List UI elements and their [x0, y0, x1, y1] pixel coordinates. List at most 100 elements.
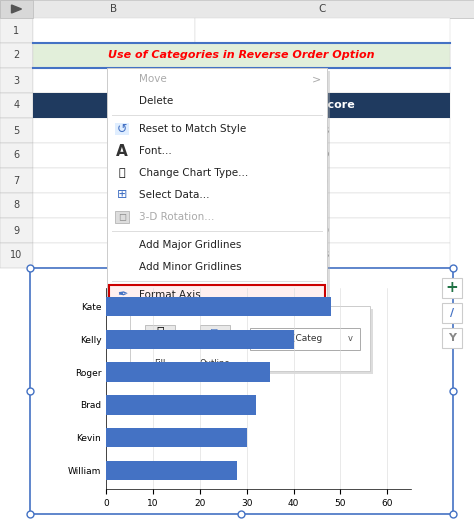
Bar [195, 243, 450, 268]
Text: A: A [116, 144, 128, 159]
Bar [0, 0, 33, 18]
Bar [0, 43, 33, 68]
Text: Add Minor Gridlines: Add Minor Gridlines [139, 262, 242, 272]
Bar [106, 395, 256, 415]
Bar [442, 278, 462, 298]
Bar [133, 309, 373, 374]
Text: 28: 28 [315, 251, 329, 260]
Bar [150, 338, 170, 342]
Bar [195, 168, 450, 193]
Bar [33, 68, 195, 93]
Text: 3-D Rotation...: 3-D Rotation... [139, 212, 214, 222]
Bar [195, 118, 450, 143]
Text: 40: 40 [315, 150, 329, 160]
Text: Font...: Font... [139, 146, 172, 156]
Bar [33, 43, 195, 68]
Text: 10: 10 [10, 251, 23, 260]
Bar [0, 68, 33, 93]
Bar [145, 325, 175, 345]
Text: Use of Categories in Reverse Order Option: Use of Categories in Reverse Order Optio… [108, 51, 375, 61]
Text: 3: 3 [13, 76, 19, 86]
Bar [106, 329, 293, 349]
Text: 8: 8 [13, 200, 19, 210]
Text: 5: 5 [13, 125, 19, 136]
Text: 🪣: 🪣 [156, 326, 164, 339]
Text: Fill: Fill [155, 359, 166, 367]
Bar [33, 93, 195, 118]
Text: 30: 30 [316, 226, 329, 235]
Bar [33, 168, 195, 193]
Text: Delete: Delete [139, 96, 173, 106]
Bar [0, 193, 33, 218]
Bar [106, 428, 246, 447]
Bar [115, 123, 129, 135]
Bar [109, 285, 325, 305]
Bar [33, 193, 195, 218]
Text: ⊞: ⊞ [117, 188, 127, 201]
Bar [33, 218, 195, 243]
Bar [110, 71, 330, 309]
Text: Add Major Gridlines: Add Major Gridlines [139, 240, 241, 250]
Bar [130, 306, 370, 371]
Text: 2: 2 [13, 51, 19, 61]
Bar [33, 143, 195, 168]
Bar [205, 338, 225, 342]
Text: Change Chart Type...: Change Chart Type... [139, 168, 248, 178]
Text: ✏: ✏ [210, 326, 220, 339]
Bar [0, 93, 33, 118]
Text: ◻: ◻ [118, 212, 126, 222]
Text: Move: Move [139, 74, 167, 84]
Bar [195, 18, 450, 43]
Bar [33, 93, 195, 118]
Text: ↺: ↺ [117, 123, 127, 136]
Text: v: v [347, 334, 353, 343]
Text: 32: 32 [315, 200, 329, 210]
Text: +: + [446, 280, 458, 295]
Bar [33, 118, 195, 143]
Polygon shape [11, 5, 21, 13]
Text: Outline: Outline [200, 359, 230, 367]
Text: Vertical (Categ: Vertical (Categ [255, 334, 322, 343]
Text: Select Data...: Select Data... [139, 190, 210, 200]
Text: 9: 9 [13, 226, 19, 235]
Text: Test Score: Test Score [290, 101, 355, 111]
Text: ▾: ▾ [230, 330, 234, 339]
Bar [0, 143, 33, 168]
Text: 35: 35 [316, 175, 329, 185]
Text: /: / [450, 308, 454, 318]
Bar [30, 268, 453, 514]
Bar [0, 118, 33, 143]
Text: Reset to Match Style: Reset to Match Style [139, 124, 246, 134]
Bar [250, 327, 360, 350]
Bar [106, 460, 237, 480]
Bar [106, 362, 270, 382]
Bar [195, 68, 450, 93]
Bar [115, 211, 129, 223]
Bar [442, 328, 462, 348]
Bar [0, 218, 33, 243]
Text: ▾: ▾ [175, 330, 179, 339]
Text: 48: 48 [315, 125, 329, 136]
Bar [0, 168, 33, 193]
Bar [33, 43, 450, 68]
Bar [0, 0, 474, 18]
Bar [0, 18, 33, 43]
Bar [195, 218, 450, 243]
Text: Format Axis...: Format Axis... [139, 290, 211, 300]
Bar [195, 93, 450, 118]
Bar [0, 243, 33, 268]
Text: B: B [110, 4, 118, 14]
Text: >: > [312, 74, 322, 84]
Text: Score: Score [292, 280, 328, 293]
Bar [442, 303, 462, 323]
Bar [106, 297, 331, 316]
Text: 1: 1 [13, 26, 19, 35]
Bar [195, 43, 450, 68]
Text: 4: 4 [13, 101, 19, 111]
Bar [33, 243, 195, 268]
Bar [195, 143, 450, 168]
Bar [33, 18, 195, 43]
Text: Y: Y [448, 333, 456, 343]
Text: 📊: 📊 [118, 168, 125, 178]
Bar [195, 193, 450, 218]
